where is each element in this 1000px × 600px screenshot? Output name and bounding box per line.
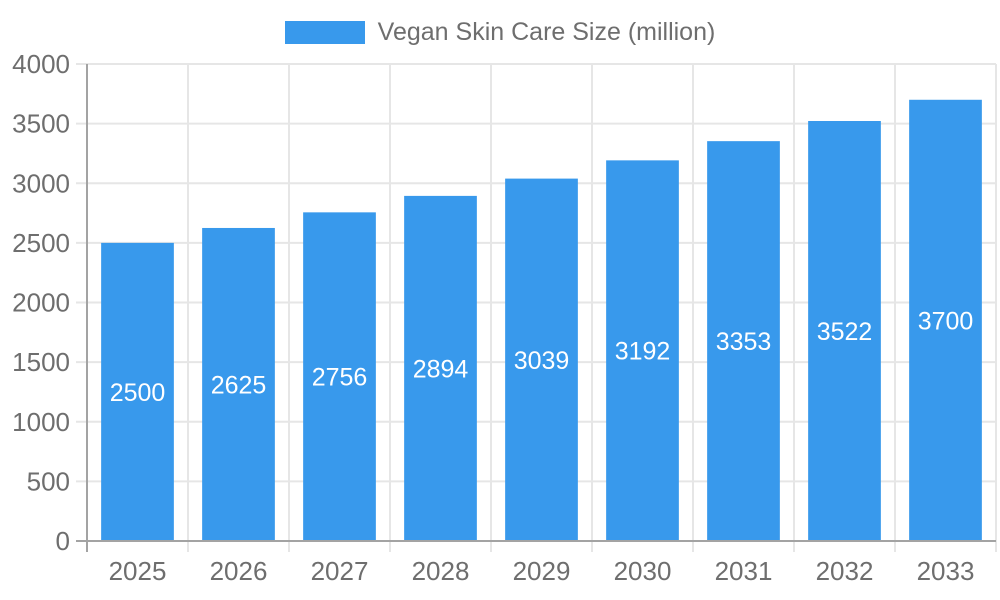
bar-2028[interactable]	[404, 195, 477, 541]
y-axis-label: 0	[56, 526, 70, 556]
bar-value-label: 3192	[615, 338, 671, 366]
x-axis-label: 2026	[210, 556, 268, 586]
y-axis-label: 2000	[12, 288, 70, 318]
bar-value-label: 2756	[312, 364, 368, 392]
bar-value-label: 3700	[918, 307, 974, 335]
x-axis-label: 2033	[917, 556, 975, 586]
bar-2031[interactable]	[707, 141, 780, 541]
bar-2026[interactable]	[202, 227, 275, 541]
x-axis-label: 2025	[109, 556, 167, 586]
bar-value-label: 2894	[413, 355, 469, 383]
bar-value-label: 3039	[514, 347, 570, 375]
y-axis-label: 500	[27, 466, 70, 496]
bar-value-label: 3522	[817, 318, 873, 346]
bar-2030[interactable]	[606, 160, 679, 541]
x-axis-label: 2032	[816, 556, 874, 586]
x-axis-label: 2030	[614, 556, 672, 586]
legend-swatch	[284, 21, 365, 44]
y-axis-label: 3500	[12, 109, 70, 139]
bar-value-label: 2500	[110, 379, 166, 407]
y-axis-label: 1500	[12, 347, 70, 377]
bar-2032[interactable]	[808, 121, 881, 542]
x-axis-label: 2028	[412, 556, 470, 586]
y-axis-label: 4000	[12, 49, 70, 79]
x-axis-label: 2031	[715, 556, 773, 586]
legend-item[interactable]: Vegan Skin Care Size (million)	[0, 20, 1000, 45]
x-axis-label: 2029	[513, 556, 571, 586]
bar-2025[interactable]	[101, 242, 174, 541]
bar-2029[interactable]	[505, 178, 578, 541]
y-axis-label: 1000	[12, 407, 70, 437]
bar-value-label: 2625	[211, 371, 267, 399]
bar-2033[interactable]	[909, 99, 982, 542]
bar-value-label: 3353	[716, 328, 772, 356]
x-axis-label: 2027	[311, 556, 369, 586]
y-axis-label: 2500	[12, 228, 70, 258]
bar-2027[interactable]	[303, 212, 376, 542]
legend-label: Vegan Skin Care Size (million)	[377, 18, 716, 46]
y-axis-label: 3000	[12, 168, 70, 198]
